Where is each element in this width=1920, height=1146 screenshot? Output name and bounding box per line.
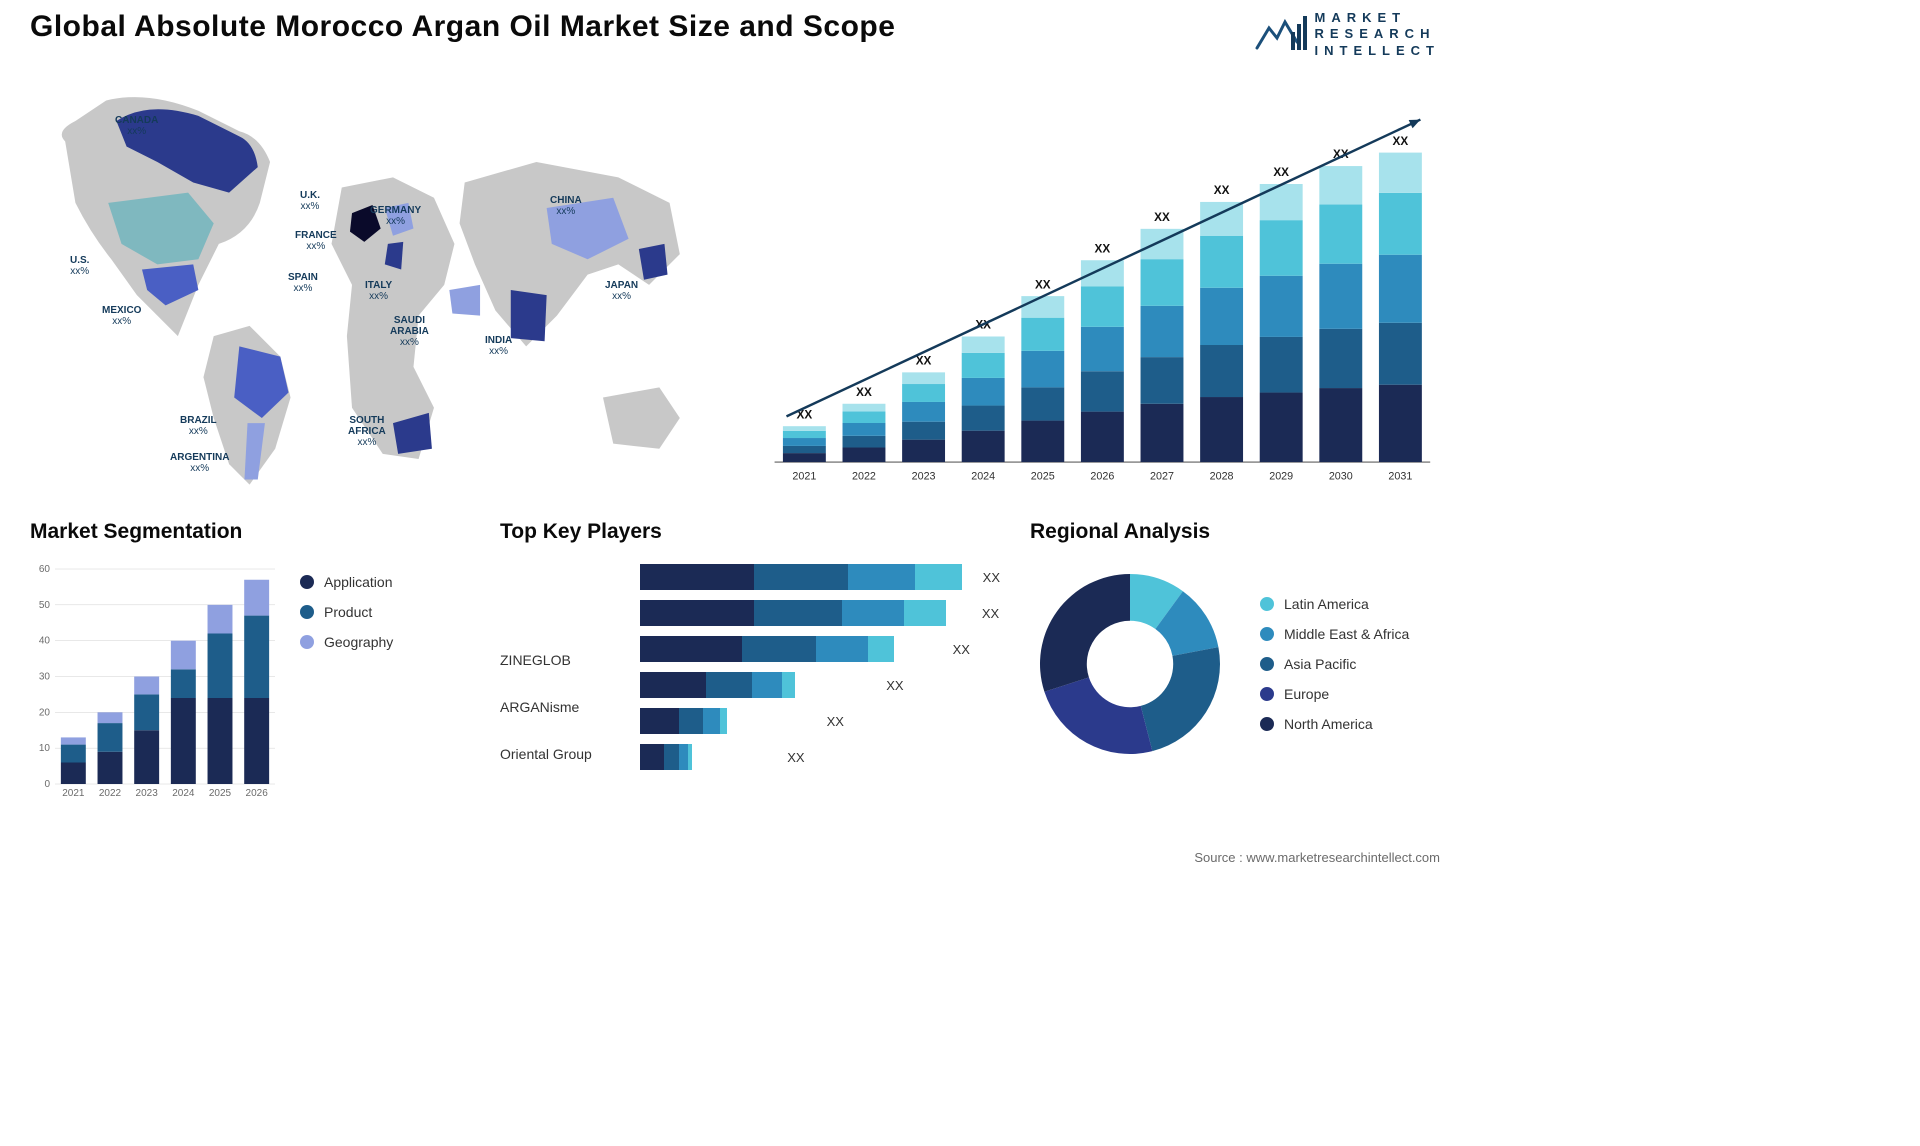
map-label-saudi-arabia: SAUDIARABIAxx% — [390, 315, 429, 348]
svg-text:XX: XX — [1154, 211, 1170, 224]
segmentation-legend: Application Product Geography — [300, 564, 393, 804]
svg-text:XX: XX — [1273, 166, 1289, 179]
svg-text:2023: 2023 — [136, 788, 159, 799]
map-label-spain: SPAINxx% — [288, 272, 318, 294]
map-label-u-k-: U.K.xx% — [300, 190, 320, 212]
map-label-france: FRANCExx% — [295, 230, 337, 252]
svg-text:0: 0 — [44, 779, 50, 790]
svg-text:20: 20 — [39, 707, 51, 718]
svg-text:2021: 2021 — [62, 788, 85, 799]
map-label-argentina: ARGENTINAxx% — [170, 452, 229, 474]
player-bar-1: XX — [640, 600, 1000, 626]
page-title: Global Absolute Morocco Argan Oil Market… — [30, 10, 895, 44]
trend-chart-panel: XX 2021 XX 2022 XX 2023 XX 2024 XX 2025 XX 2026 XX 20… — [755, 80, 1440, 500]
svg-text:2026: 2026 — [246, 788, 269, 799]
regional-legend: Latin America Middle East & Africa Asia Pa… — [1260, 596, 1409, 732]
svg-text:2030: 2030 — [1329, 471, 1353, 483]
regional-title: Regional Analysis — [1030, 520, 1440, 544]
map-label-mexico: MEXICOxx% — [102, 305, 141, 327]
player-bar-5: XX — [640, 744, 1000, 770]
svg-text:2025: 2025 — [209, 788, 232, 799]
svg-text:XX: XX — [1393, 135, 1409, 148]
map-label-germany: GERMANYxx% — [370, 205, 421, 227]
seg-legend-product: Product — [300, 604, 393, 620]
svg-text:40: 40 — [39, 636, 51, 647]
svg-text:2027: 2027 — [1150, 471, 1174, 483]
players-panel: Top Key Players ZINEGLOB ARGANisme Orienta… — [500, 520, 1000, 840]
svg-text:2024: 2024 — [971, 471, 995, 483]
header: Global Absolute Morocco Argan Oil Market… — [30, 10, 1440, 59]
logo-icon — [1255, 14, 1307, 54]
svg-text:XX: XX — [1095, 242, 1111, 255]
region-legend-north-america: North America — [1260, 716, 1409, 732]
svg-text:XX: XX — [856, 386, 872, 399]
players-title: Top Key Players — [500, 520, 1000, 544]
svg-text:XX: XX — [1035, 278, 1051, 291]
map-label-south-africa: SOUTHAFRICAxx% — [348, 415, 386, 448]
logo-line1: MARKET — [1315, 10, 1441, 26]
svg-text:XX: XX — [1214, 184, 1230, 197]
brand-logo: MARKET RESEARCH INTELLECT — [1255, 10, 1441, 59]
svg-text:30: 30 — [39, 672, 51, 683]
regional-panel: Regional Analysis Latin America Middle Ea… — [1030, 520, 1440, 840]
source-text: Source : www.marketresearchintellect.com — [1194, 850, 1440, 865]
map-label-brazil: BRAZILxx% — [180, 415, 217, 437]
logo-line3: INTELLECT — [1315, 43, 1441, 59]
svg-text:2029: 2029 — [1269, 471, 1293, 483]
map-label-india: INDIAxx% — [485, 335, 512, 357]
player-label: ZINEGLOB — [500, 652, 630, 688]
players-labels: ZINEGLOB ARGANisme Oriental Group — [500, 564, 630, 784]
segmentation-title: Market Segmentation — [30, 520, 470, 544]
svg-text:2031: 2031 — [1388, 471, 1412, 483]
logo-line2: RESEARCH — [1315, 26, 1441, 42]
player-label: Oriental Group — [500, 746, 630, 782]
donut-chart — [1030, 564, 1230, 764]
segmentation-panel: Market Segmentation 0 10 20 30 40 50 60 2021 202… — [30, 520, 470, 840]
svg-text:2022: 2022 — [99, 788, 122, 799]
svg-text:2021: 2021 — [792, 471, 816, 483]
svg-text:2023: 2023 — [912, 471, 936, 483]
player-bar-0: XX — [640, 564, 1000, 590]
svg-text:10: 10 — [39, 743, 51, 754]
svg-text:2026: 2026 — [1090, 471, 1114, 483]
player-bar-2: XX — [640, 636, 1000, 662]
player-bar-4: XX — [640, 708, 1000, 734]
region-legend-middle-east---africa: Middle East & Africa — [1260, 626, 1409, 642]
player-bar-3: XX — [640, 672, 1000, 698]
region-legend-europe: Europe — [1260, 686, 1409, 702]
map-label-japan: JAPANxx% — [605, 280, 638, 302]
world-map-panel: CANADAxx% U.S.xx% MEXICOxx% BRAZILxx% ARGENT… — [30, 80, 715, 500]
svg-text:2022: 2022 — [852, 471, 876, 483]
svg-text:2028: 2028 — [1210, 471, 1234, 483]
map-label-u-s-: U.S.xx% — [70, 255, 89, 277]
map-label-italy: ITALYxx% — [365, 280, 392, 302]
svg-text:60: 60 — [39, 564, 51, 575]
region-legend-asia-pacific: Asia Pacific — [1260, 656, 1409, 672]
map-label-canada: CANADAxx% — [115, 115, 158, 137]
svg-text:XX: XX — [916, 355, 932, 368]
seg-legend-geography: Geography — [300, 634, 393, 650]
map-label-china: CHINAxx% — [550, 195, 582, 217]
player-label: ARGANisme — [500, 699, 630, 735]
svg-text:2024: 2024 — [172, 788, 195, 799]
seg-legend-application: Application — [300, 574, 393, 590]
svg-text:2025: 2025 — [1031, 471, 1055, 483]
svg-text:50: 50 — [39, 600, 51, 611]
region-legend-latin-america: Latin America — [1260, 596, 1409, 612]
players-chart: XX XX XX XX XX XX — [640, 564, 1000, 784]
